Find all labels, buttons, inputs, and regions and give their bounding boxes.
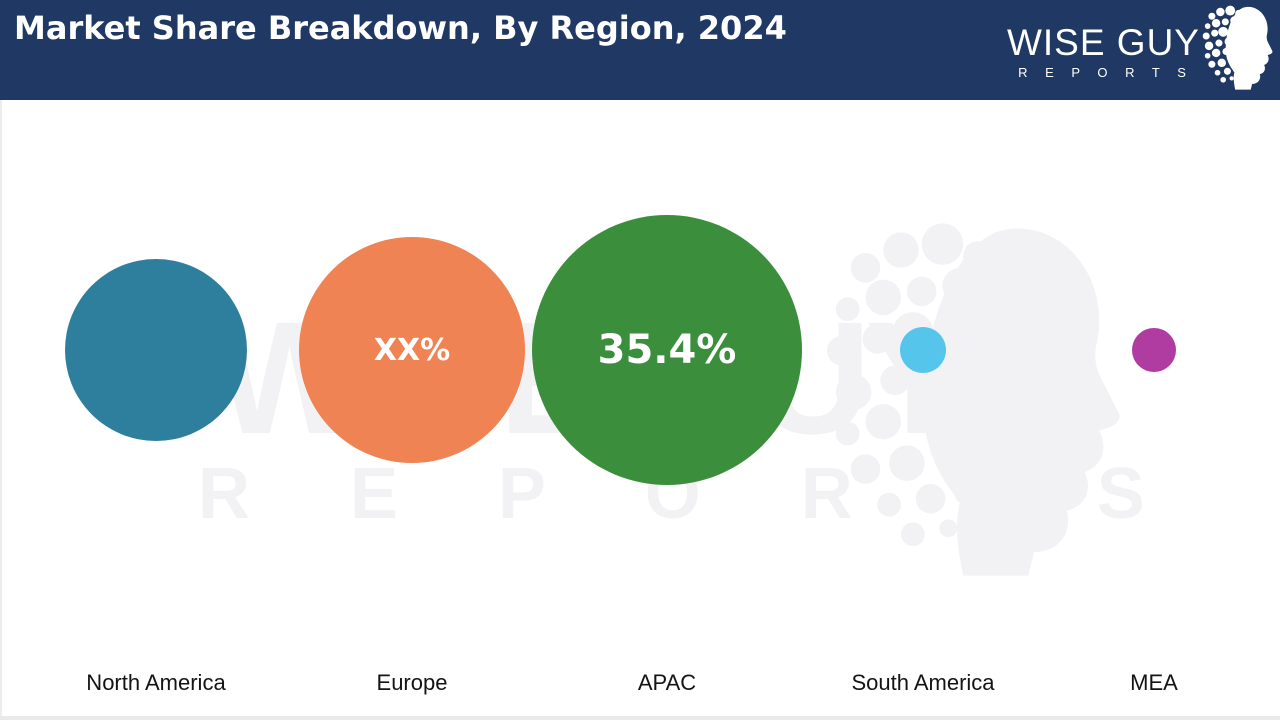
category-label-apac: APAC — [637, 670, 697, 695]
watermark-head-silhouette-icon — [826, 223, 1120, 576]
bubble-mea — [1132, 328, 1176, 372]
bubble-north-america — [65, 259, 247, 441]
logo-subtitle: R E P O R T S — [1018, 65, 1193, 80]
logo-text: WISE GUY R E P O R T S — [1007, 24, 1200, 79]
bubble-south-america — [900, 327, 946, 373]
head-silhouette-icon — [1202, 5, 1273, 90]
bubble-chart: WISE GUY R E P O R T S XX% 35.4% North A… — [0, 100, 1280, 716]
bubble-value-label: XX% — [373, 332, 451, 368]
logo-wordmark: WISE GUY — [1006, 22, 1200, 63]
category-label-europe: Europe — [376, 670, 448, 695]
category-label-north-america: North America — [86, 670, 226, 695]
bubble-value-label: 35.4% — [597, 327, 737, 373]
category-label-south-america: South America — [851, 670, 995, 695]
bubble-apac: 35.4% — [532, 215, 802, 485]
page-title: Market Share Breakdown, By Region, 2024 — [14, 9, 787, 47]
header: Market Share Breakdown, By Region, 2024 … — [0, 0, 1280, 100]
wise-guy-logo: WISE GUY R E P O R T S — [1007, 4, 1274, 92]
bubble-europe: XX% — [299, 237, 525, 463]
bottom-edge-strip — [0, 716, 1280, 720]
category-label-mea: MEA — [1130, 670, 1178, 695]
